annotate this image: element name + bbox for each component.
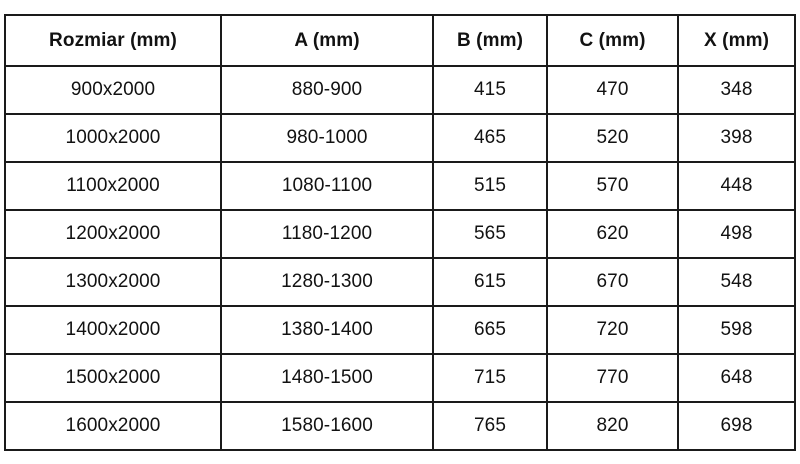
table-row: 900x2000 880-900 415 470 348	[4, 65, 796, 115]
cell-c: 620	[546, 209, 679, 259]
cell-c: 570	[546, 161, 679, 211]
cell-a: 1480-1500	[220, 353, 434, 403]
cell-b: 615	[432, 257, 548, 307]
cell-x: 648	[677, 353, 796, 403]
table-header-row: Rozmiar (mm) A (mm) B (mm) C (mm) X (mm)	[4, 14, 796, 67]
cell-a: 1380-1400	[220, 305, 434, 355]
cell-size: 1100x2000	[4, 161, 222, 211]
cell-b: 565	[432, 209, 548, 259]
column-header-a: A (mm)	[220, 14, 434, 67]
cell-size: 1000x2000	[4, 113, 222, 163]
column-header-rozmiar: Rozmiar (mm)	[4, 14, 222, 67]
cell-a: 1180-1200	[220, 209, 434, 259]
cell-x: 598	[677, 305, 796, 355]
column-header-x: X (mm)	[677, 14, 796, 67]
cell-size: 900x2000	[4, 65, 222, 115]
cell-x: 348	[677, 65, 796, 115]
column-header-b: B (mm)	[432, 14, 548, 67]
cell-b: 715	[432, 353, 548, 403]
table-row: 1600x2000 1580-1600 765 820 698	[4, 401, 796, 451]
cell-size: 1500x2000	[4, 353, 222, 403]
column-header-c: C (mm)	[546, 14, 679, 67]
cell-b: 515	[432, 161, 548, 211]
cell-x: 398	[677, 113, 796, 163]
cell-b: 465	[432, 113, 548, 163]
cell-c: 470	[546, 65, 679, 115]
cell-size: 1200x2000	[4, 209, 222, 259]
table-header: Rozmiar (mm) A (mm) B (mm) C (mm) X (mm)	[4, 14, 796, 67]
cell-a: 1580-1600	[220, 401, 434, 451]
cell-c: 670	[546, 257, 679, 307]
cell-c: 770	[546, 353, 679, 403]
table-row: 1300x2000 1280-1300 615 670 548	[4, 257, 796, 307]
table-body: 900x2000 880-900 415 470 348 1000x2000 9…	[4, 65, 796, 451]
cell-a: 1080-1100	[220, 161, 434, 211]
cell-x: 448	[677, 161, 796, 211]
table-row: 1000x2000 980-1000 465 520 398	[4, 113, 796, 163]
cell-b: 415	[432, 65, 548, 115]
cell-x: 548	[677, 257, 796, 307]
cell-a: 980-1000	[220, 113, 434, 163]
cell-size: 1400x2000	[4, 305, 222, 355]
table-row: 1100x2000 1080-1100 515 570 448	[4, 161, 796, 211]
table-row: 1200x2000 1180-1200 565 620 498	[4, 209, 796, 259]
cell-size: 1600x2000	[4, 401, 222, 451]
size-specification-table: Rozmiar (mm) A (mm) B (mm) C (mm) X (mm)…	[4, 14, 796, 451]
cell-b: 665	[432, 305, 548, 355]
cell-x: 698	[677, 401, 796, 451]
cell-a: 1280-1300	[220, 257, 434, 307]
table-row: 1500x2000 1480-1500 715 770 648	[4, 353, 796, 403]
table-row: 1400x2000 1380-1400 665 720 598	[4, 305, 796, 355]
cell-c: 820	[546, 401, 679, 451]
cell-a: 880-900	[220, 65, 434, 115]
cell-b: 765	[432, 401, 548, 451]
cell-x: 498	[677, 209, 796, 259]
cell-c: 720	[546, 305, 679, 355]
cell-c: 520	[546, 113, 679, 163]
cell-size: 1300x2000	[4, 257, 222, 307]
